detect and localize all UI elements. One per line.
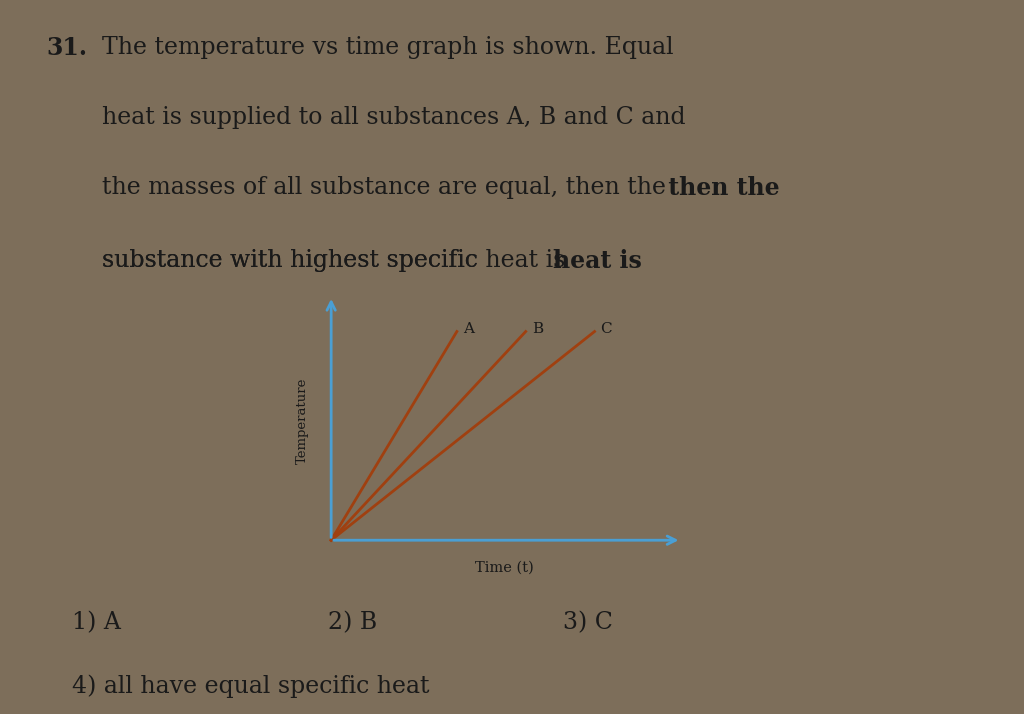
Text: 2) B: 2) B xyxy=(328,611,377,634)
Text: substance with highest specific heat is: substance with highest specific heat is xyxy=(102,249,566,272)
Text: then the: then the xyxy=(660,176,780,200)
Text: 1) A: 1) A xyxy=(72,611,121,634)
Text: 31.: 31. xyxy=(46,36,87,61)
Text: B: B xyxy=(531,322,543,336)
Text: The temperature vs time graph is shown. Equal: The temperature vs time graph is shown. … xyxy=(102,36,674,59)
Text: A: A xyxy=(463,322,474,336)
Text: heat is supplied to all substances A, B and C and: heat is supplied to all substances A, B … xyxy=(102,106,686,129)
Text: 4) all have equal specific heat: 4) all have equal specific heat xyxy=(72,674,429,698)
Text: 3) C: 3) C xyxy=(563,611,613,634)
Text: Temperature: Temperature xyxy=(296,378,309,464)
Text: the masses of all substance are equal, then the: the masses of all substance are equal, t… xyxy=(102,176,667,199)
Text: heat is: heat is xyxy=(553,249,642,273)
Text: Time (t): Time (t) xyxy=(475,560,535,574)
Text: C: C xyxy=(600,322,612,336)
Text: substance with highest specific: substance with highest specific xyxy=(102,249,485,272)
